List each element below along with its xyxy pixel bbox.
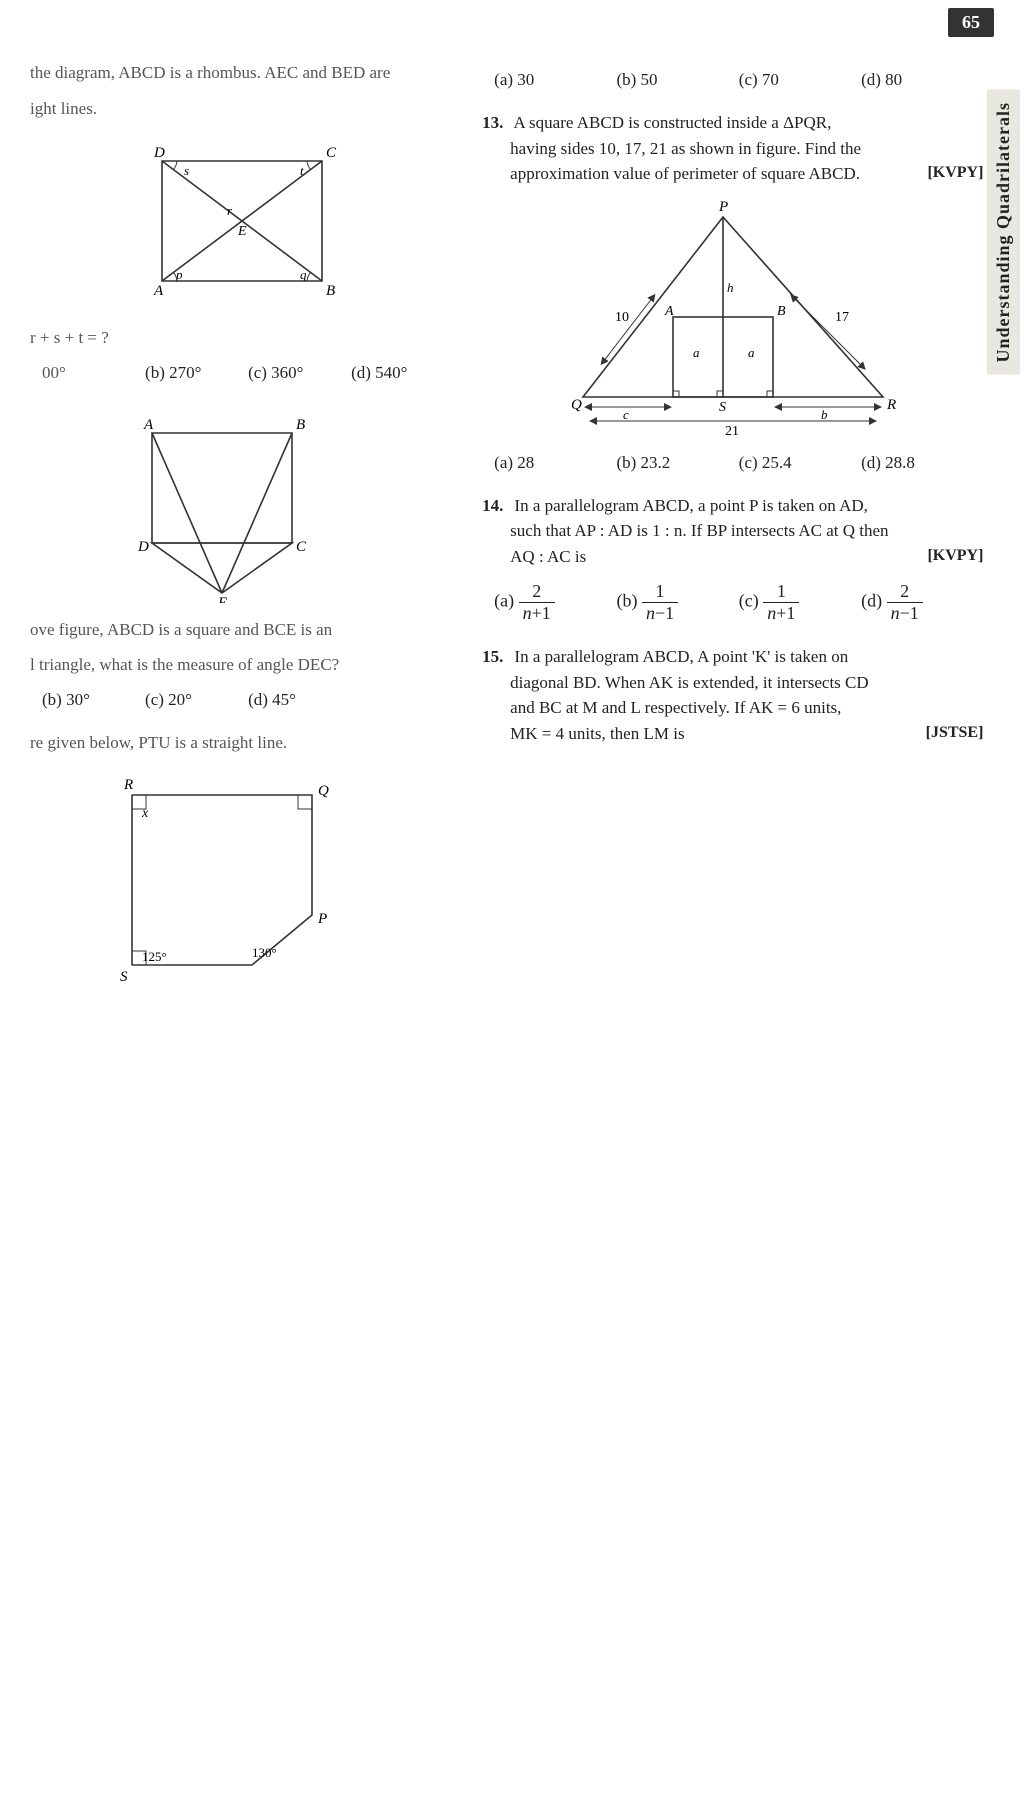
- q15-l1: In a parallelogram ABCD, A point 'K' is …: [514, 647, 848, 666]
- d-P: P: [718, 199, 728, 215]
- q13-l1: A square ABCD is constructed inside a ΔP…: [513, 113, 831, 132]
- label-p: p: [175, 267, 183, 282]
- label-s: s: [184, 163, 189, 178]
- q13-c: (c) 25.4: [739, 451, 861, 475]
- d-S: S: [719, 400, 726, 415]
- q13-src: [KVPY]: [927, 161, 983, 185]
- ptu-S: S: [120, 969, 128, 985]
- label-t: t: [300, 163, 304, 178]
- label-q: q: [300, 267, 307, 282]
- sq-C: C: [296, 539, 307, 555]
- q14-l1: In a parallelogram ABCD, a point P is ta…: [514, 496, 867, 515]
- q15-l2: diagonal BD. When AK is extended, it int…: [482, 670, 869, 696]
- d-a2: a: [748, 345, 755, 360]
- q14-c: (c) 1n+1: [739, 579, 861, 626]
- q14-num: 14.: [482, 493, 510, 519]
- q14-b: (b) 1n−1: [616, 579, 738, 626]
- q14-src: [KVPY]: [927, 544, 983, 568]
- sq-B: B: [296, 417, 305, 433]
- q14-text: 14. In a parallelogram ABCD, a point P i…: [482, 493, 983, 570]
- q14-d: (d) 2n−1: [861, 579, 983, 626]
- d-Q: Q: [571, 397, 582, 413]
- q14-a: (a) 2n+1: [494, 579, 616, 626]
- page-number-badge: 65: [948, 8, 994, 37]
- sq-E: E: [217, 595, 227, 603]
- d-17: 17: [835, 310, 849, 325]
- two-column-layout: the diagram, ABCD is a rhombus. AEC and …: [30, 60, 994, 999]
- ptu-intro: re given below, PTU is a straight line.: [30, 730, 454, 756]
- ptu-R: R: [123, 777, 133, 793]
- ptu-130: 130°: [252, 945, 277, 960]
- q15-text: 15. In a parallelogram ABCD, A point 'K'…: [482, 644, 983, 746]
- square-bce-diagram: A B C D E: [122, 403, 362, 603]
- opt-c: (c) 360°: [248, 361, 351, 385]
- opt2-b: (b) 30°: [42, 688, 145, 712]
- q13-a: (a) 28: [494, 451, 616, 475]
- q14-l2: such that AP : AD is 1 : n. If BP inters…: [482, 518, 888, 544]
- square-q-l2: l triangle, what is the measure of angle…: [30, 652, 454, 678]
- label-A: A: [153, 283, 164, 299]
- rhombus-diagram: D C A B E s t p q r: [132, 131, 352, 311]
- q13-text: 13. A square ABCD is constructed inside …: [482, 110, 983, 187]
- opt-00deg: 00°: [42, 361, 145, 385]
- q15-num: 15.: [482, 644, 510, 670]
- ptu-x: x: [141, 806, 149, 821]
- q13-d: (d) 28.8: [861, 451, 983, 475]
- opt2-d: (d) 45°: [248, 688, 351, 712]
- opt2-c: (c) 20°: [145, 688, 248, 712]
- d-R: R: [886, 397, 896, 413]
- ptu-125: 125°: [142, 949, 167, 964]
- opts-dec: (b) 30° (c) 20° (d) 45°: [42, 688, 454, 712]
- ptu-Q: Q: [318, 783, 329, 799]
- right-column: (a) 30 (b) 50 (c) 70 (d) 80 13. A square…: [482, 60, 983, 999]
- q13-opts: (a) 28 (b) 23.2 (c) 25.4 (d) 28.8: [494, 451, 983, 475]
- q13-b: (b) 23.2: [616, 451, 738, 475]
- ptu-diagram: R Q P S x 125° 130°: [102, 765, 382, 985]
- d-A: A: [664, 304, 674, 319]
- d-b: b: [821, 407, 828, 422]
- label-C: C: [326, 145, 337, 161]
- q15-l3: and BC at M and L respectively. If AK = …: [482, 695, 841, 721]
- q13-diagram: P Q R A B S 10 17 21 a a h c b: [543, 197, 923, 437]
- square-q-l1: ove figure, ABCD is a square and BCE is …: [30, 617, 454, 643]
- ptu-P: P: [317, 911, 327, 927]
- q13-num: 13.: [482, 110, 510, 136]
- q12-d: (d) 80: [861, 68, 983, 92]
- opt-b: (b) 270°: [145, 361, 248, 385]
- d-21: 21: [725, 424, 739, 437]
- opts-rstq: 00° (b) 270° (c) 360° (d) 540°: [42, 361, 454, 385]
- chapter-side-title: Understanding Quadrilaterals: [987, 90, 1020, 375]
- rhombus-intro-line1: the diagram, ABCD is a rhombus. AEC and …: [30, 60, 454, 86]
- q13-l2: having sides 10, 17, 21 as shown in figu…: [482, 136, 861, 162]
- rhombus-intro-line2: ight lines.: [30, 96, 454, 122]
- eq-text: r + s + t = ?: [30, 328, 109, 347]
- label-E: E: [237, 224, 247, 239]
- sq-A: A: [143, 417, 154, 433]
- sq-D: D: [137, 539, 149, 555]
- q15-src: [JSTSE]: [926, 721, 984, 745]
- label-B: B: [326, 283, 335, 299]
- q14-opts: (a) 2n+1 (b) 1n−1 (c) 1n+1 (d) 2n−1: [494, 579, 983, 626]
- q15-l4: MK = 4 units, then LM is: [482, 721, 684, 747]
- d-10: 10: [615, 310, 629, 325]
- q13-l3: approximation value of perimeter of squa…: [482, 161, 860, 187]
- label-r: r: [227, 203, 233, 218]
- label-D: D: [153, 145, 165, 161]
- q12-a: (a) 30: [494, 68, 616, 92]
- q12-c: (c) 70: [739, 68, 861, 92]
- q12-b: (b) 50: [616, 68, 738, 92]
- d-a1: a: [693, 345, 700, 360]
- page-container: 65 Understanding Quadrilaterals the diag…: [0, 0, 1024, 1820]
- d-h: h: [727, 280, 734, 295]
- opt-d: (d) 540°: [351, 361, 454, 385]
- q12-opts: (a) 30 (b) 50 (c) 70 (d) 80: [494, 68, 983, 92]
- d-B: B: [777, 304, 786, 319]
- eq-line: r + s + t = ?: [30, 325, 454, 351]
- left-column: the diagram, ABCD is a rhombus. AEC and …: [30, 60, 454, 999]
- q14-l3: AQ : AC is: [482, 544, 586, 570]
- d-c: c: [623, 407, 629, 422]
